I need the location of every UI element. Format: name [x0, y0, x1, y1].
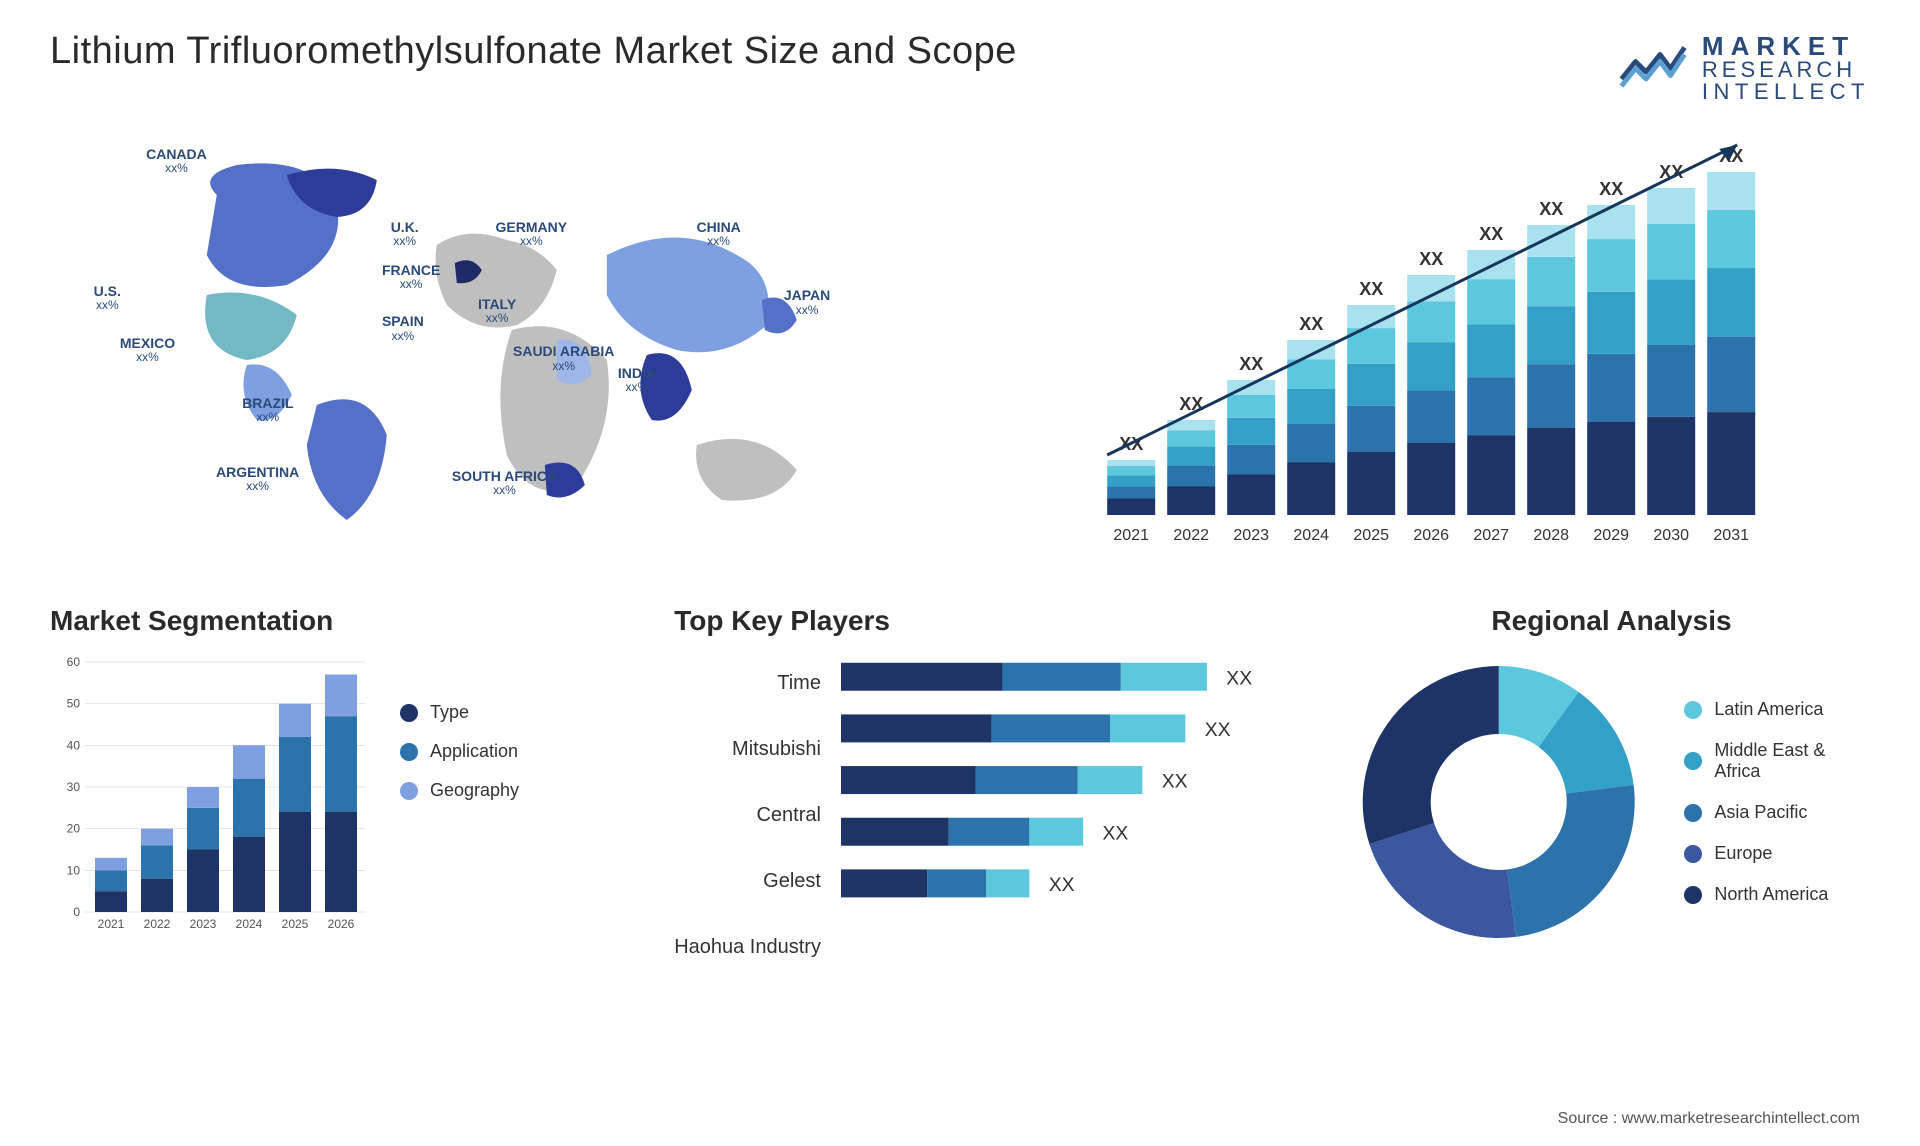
seg-legend-geography: Geography [400, 780, 519, 801]
map-label-us: U.S.xx% [94, 284, 121, 313]
svg-text:2026: 2026 [1413, 527, 1449, 544]
svg-text:2029: 2029 [1593, 527, 1629, 544]
brand-logo-icon [1618, 30, 1688, 105]
segmentation-panel: Market Segmentation 2021 2022 2023 2024 2025… [50, 605, 614, 982]
player-label-time: Time [777, 670, 821, 696]
player-label-gelest: Gelest [763, 868, 821, 894]
svg-text:2027: 2027 [1473, 527, 1509, 544]
svg-text:10: 10 [67, 863, 81, 877]
svg-text:50: 50 [67, 697, 81, 711]
svg-text:XX: XX [1479, 224, 1503, 244]
svg-text:60: 60 [67, 655, 81, 669]
page-title: Lithium Trifluoromethylsulfonate Market … [50, 30, 1017, 73]
svg-text:2026: 2026 [328, 917, 355, 931]
svg-text:XX: XX [1359, 279, 1383, 299]
svg-text:XX: XX [1226, 667, 1252, 689]
source-text: Source : www.marketresearchintellect.com [1558, 1110, 1860, 1128]
svg-text:XX: XX [1419, 249, 1443, 269]
seg-legend-type: Type [400, 702, 519, 723]
region-legend-asia-pacific: Asia Pacific [1684, 802, 1870, 823]
map-label-spain: SPAINxx% [382, 314, 424, 343]
region-legend-middle-east-africa: Middle East & Africa [1684, 740, 1870, 782]
svg-text:2021: 2021 [1113, 527, 1149, 544]
brand-line1: MARKET [1702, 33, 1870, 59]
map-label-canada: CANADAxx% [146, 147, 207, 176]
segmentation-chart: 2021 2022 2023 2024 2025 2026 0 10 20 30 40 50 60 [50, 652, 370, 932]
svg-text:2024: 2024 [1293, 527, 1329, 544]
map-label-southafrica: SOUTH AFRICAxx% [452, 469, 557, 498]
map-label-china: CHINAxx% [696, 220, 740, 249]
svg-text:XX: XX [1299, 314, 1323, 334]
player-label-haohua-industry: Haohua Industry [674, 934, 821, 960]
player-label-central: Central [756, 802, 820, 828]
svg-text:40: 40 [67, 738, 81, 752]
regional-panel: Regional Analysis Latin America Middle Ea… [1353, 605, 1870, 982]
players-labels: Time Mitsubishi Central Gelest Haohua Indust… [674, 670, 821, 982]
map-label-france: FRANCExx% [382, 263, 440, 292]
svg-text:2025: 2025 [282, 917, 309, 931]
region-legend-latin-america: Latin America [1684, 699, 1870, 720]
map-label-italy: ITALYxx% [478, 297, 516, 326]
svg-text:XX: XX [1599, 179, 1623, 199]
segmentation-title: Market Segmentation [50, 605, 614, 637]
svg-text:XX: XX [1205, 719, 1231, 741]
svg-text:2028: 2028 [1533, 527, 1569, 544]
map-label-japan: JAPANxx% [784, 288, 830, 317]
brand-logo-block: MARKET RESEARCH INTELLECT [1618, 30, 1870, 105]
svg-text:2030: 2030 [1653, 527, 1689, 544]
map-label-saudiarabia: SAUDI ARABIAxx% [513, 344, 614, 373]
player-label-mitsubishi: Mitsubishi [732, 736, 821, 762]
players-chart: XX XX XX XX XX [841, 652, 1293, 953]
svg-text:XX: XX [1049, 874, 1075, 896]
svg-text:XX: XX [1239, 354, 1263, 374]
svg-text:30: 30 [67, 780, 81, 794]
svg-text:XX: XX [1102, 822, 1128, 844]
brand-line3: INTELLECT [1702, 81, 1870, 103]
map-label-uk: U.K.xx% [391, 220, 419, 249]
svg-text:XX: XX [1539, 199, 1563, 219]
regional-donut [1353, 652, 1644, 952]
map-label-argentina: ARGENTINAxx% [216, 465, 299, 494]
regional-title: Regional Analysis [1353, 605, 1870, 637]
map-label-mexico: MEXICOxx% [120, 336, 175, 365]
svg-text:2024: 2024 [236, 917, 263, 931]
brand-line2: RESEARCH [1702, 59, 1870, 81]
players-panel: Top Key Players Time Mitsubishi Central Gel… [674, 605, 1293, 982]
svg-text:2022: 2022 [1173, 527, 1209, 544]
svg-text:0: 0 [73, 905, 80, 919]
svg-text:2022: 2022 [144, 917, 171, 931]
world-map-panel: CANADAxx% U.S.xx% MEXICOxx% BRAZILxx% ARGENT… [50, 125, 924, 555]
regional-legend: Latin America Middle East & Africa Asia Pa… [1684, 699, 1870, 905]
forecast-chart-panel: XXXXXXXXXXXXXXXXXXXXXX 20212022202320242… [964, 125, 1870, 555]
svg-text:XX: XX [1162, 771, 1188, 793]
svg-text:20: 20 [67, 822, 81, 836]
svg-text:2031: 2031 [1713, 527, 1749, 544]
region-legend-north-america: North America [1684, 884, 1870, 905]
map-label-india: INDIAxx% [618, 366, 656, 395]
map-label-brazil: BRAZILxx% [242, 396, 293, 425]
segmentation-legend: Type Application Geography [400, 702, 519, 932]
seg-legend-application: Application [400, 741, 519, 762]
svg-text:2025: 2025 [1353, 527, 1389, 544]
svg-text:2023: 2023 [190, 917, 217, 931]
players-title: Top Key Players [674, 605, 1293, 637]
forecast-bar-chart: XXXXXXXXXXXXXXXXXXXXXX 20212022202320242… [964, 125, 1870, 555]
svg-text:2021: 2021 [98, 917, 125, 931]
map-label-germany: GERMANYxx% [496, 220, 568, 249]
svg-text:2023: 2023 [1233, 527, 1269, 544]
region-legend-europe: Europe [1684, 843, 1870, 864]
